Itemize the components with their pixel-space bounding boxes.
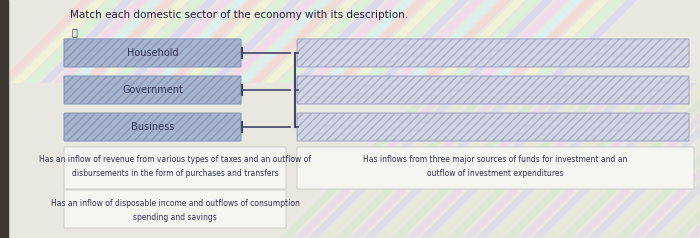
Polygon shape: [630, 83, 700, 238]
Polygon shape: [222, 0, 315, 83]
Polygon shape: [518, 83, 683, 238]
Polygon shape: [166, 0, 259, 83]
Polygon shape: [68, 0, 161, 83]
Polygon shape: [278, 0, 371, 83]
Polygon shape: [208, 0, 301, 83]
Text: Has inflows from three major sources of funds for investment and an: Has inflows from three major sources of …: [363, 155, 628, 164]
Polygon shape: [658, 83, 700, 238]
Polygon shape: [460, 0, 553, 83]
Polygon shape: [336, 83, 501, 238]
Text: Government: Government: [122, 85, 183, 95]
FancyBboxPatch shape: [64, 147, 286, 189]
Polygon shape: [432, 0, 525, 83]
Polygon shape: [124, 0, 217, 83]
Text: spending and savings: spending and savings: [133, 213, 217, 222]
Polygon shape: [364, 83, 529, 238]
Polygon shape: [82, 0, 175, 83]
Polygon shape: [152, 0, 245, 83]
Polygon shape: [308, 83, 473, 238]
Polygon shape: [602, 83, 700, 238]
Polygon shape: [292, 0, 385, 83]
Polygon shape: [574, 83, 700, 238]
Polygon shape: [320, 0, 413, 83]
Polygon shape: [110, 0, 203, 83]
Text: Has an inflow of disposable income and outflows of consumption: Has an inflow of disposable income and o…: [50, 199, 300, 208]
FancyBboxPatch shape: [64, 76, 241, 104]
Polygon shape: [462, 83, 627, 238]
Text: Match each domestic sector of the economy with its description.: Match each domestic sector of the econom…: [70, 10, 408, 20]
Polygon shape: [434, 83, 599, 238]
Polygon shape: [616, 83, 700, 238]
FancyBboxPatch shape: [297, 147, 694, 189]
Polygon shape: [180, 0, 273, 83]
Text: Household: Household: [127, 48, 178, 58]
Polygon shape: [40, 0, 133, 83]
FancyBboxPatch shape: [297, 39, 689, 67]
Polygon shape: [378, 83, 543, 238]
Polygon shape: [546, 83, 700, 238]
Polygon shape: [236, 0, 329, 83]
Polygon shape: [26, 0, 119, 83]
Polygon shape: [350, 83, 515, 238]
Polygon shape: [250, 0, 343, 83]
Polygon shape: [446, 0, 539, 83]
Polygon shape: [294, 83, 459, 238]
FancyBboxPatch shape: [64, 39, 241, 67]
Polygon shape: [532, 83, 697, 238]
Polygon shape: [96, 0, 189, 83]
FancyBboxPatch shape: [64, 113, 241, 141]
Polygon shape: [404, 0, 497, 83]
Polygon shape: [644, 83, 700, 238]
Polygon shape: [54, 0, 147, 83]
Polygon shape: [490, 83, 655, 238]
Polygon shape: [0, 0, 91, 83]
Polygon shape: [322, 83, 487, 238]
Polygon shape: [530, 0, 623, 83]
Text: Has an inflow of revenue from various types of taxes and an outflow of: Has an inflow of revenue from various ty…: [39, 155, 311, 164]
Polygon shape: [488, 0, 581, 83]
Polygon shape: [264, 0, 357, 83]
Polygon shape: [418, 0, 511, 83]
Polygon shape: [420, 83, 585, 238]
Polygon shape: [516, 0, 609, 83]
Polygon shape: [194, 0, 287, 83]
Polygon shape: [376, 0, 469, 83]
Bar: [0, 0, 8, 238]
Polygon shape: [406, 83, 571, 238]
FancyBboxPatch shape: [297, 76, 689, 104]
Polygon shape: [672, 83, 700, 238]
Polygon shape: [348, 0, 441, 83]
Polygon shape: [12, 0, 105, 83]
Text: outflow of investment expenditures: outflow of investment expenditures: [427, 169, 564, 178]
Polygon shape: [306, 0, 399, 83]
Text: ⓘ: ⓘ: [72, 27, 78, 37]
Polygon shape: [476, 83, 641, 238]
Polygon shape: [334, 0, 427, 83]
Polygon shape: [280, 83, 445, 238]
Polygon shape: [392, 83, 557, 238]
Text: disbursements in the form of purchases and transfers: disbursements in the form of purchases a…: [71, 169, 279, 178]
Polygon shape: [560, 83, 700, 238]
FancyBboxPatch shape: [64, 190, 286, 228]
Polygon shape: [362, 0, 455, 83]
Polygon shape: [448, 83, 613, 238]
FancyBboxPatch shape: [297, 113, 689, 141]
Polygon shape: [138, 0, 231, 83]
Polygon shape: [474, 0, 567, 83]
Polygon shape: [544, 0, 637, 83]
Text: Business: Business: [131, 122, 174, 132]
Polygon shape: [504, 83, 669, 238]
Polygon shape: [390, 0, 483, 83]
Polygon shape: [588, 83, 700, 238]
Polygon shape: [502, 0, 595, 83]
Polygon shape: [686, 83, 700, 238]
